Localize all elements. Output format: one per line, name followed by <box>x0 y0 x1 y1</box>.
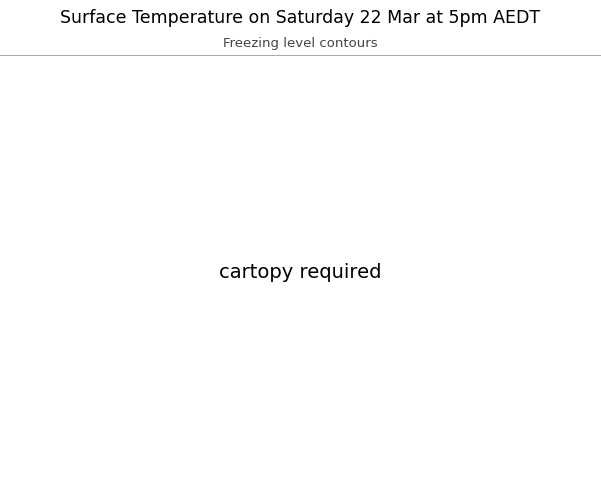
Text: cartopy required: cartopy required <box>219 263 382 282</box>
Text: Freezing level contours: Freezing level contours <box>223 37 378 50</box>
Text: Surface Temperature on Saturday 22 Mar at 5pm AEDT: Surface Temperature on Saturday 22 Mar a… <box>61 9 540 27</box>
